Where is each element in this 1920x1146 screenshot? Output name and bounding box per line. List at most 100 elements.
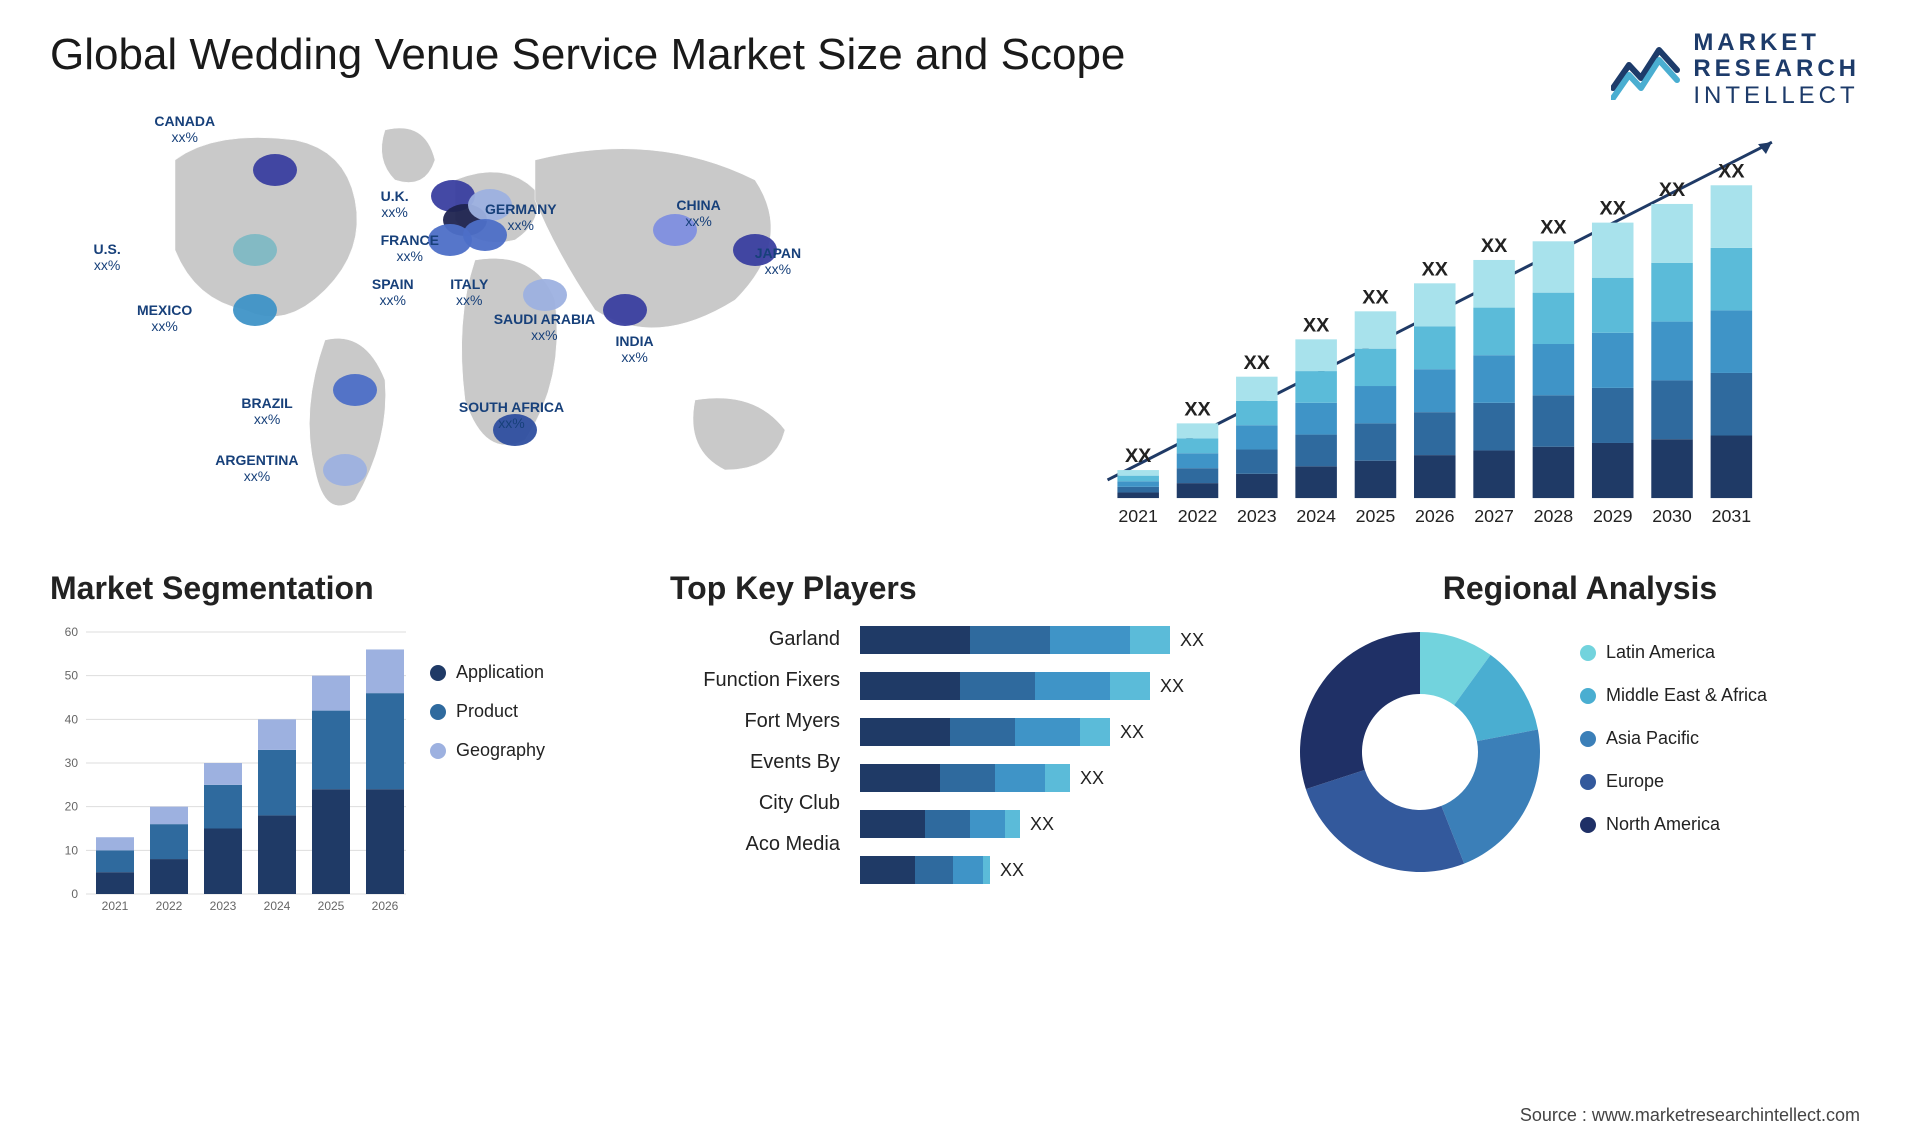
- map-country-saudi-arabia: [523, 279, 567, 311]
- seg-year: 2023: [210, 899, 237, 913]
- main-bar-seg: [1473, 260, 1515, 308]
- main-bar-seg: [1414, 412, 1456, 455]
- main-bar-seg: [1295, 339, 1337, 371]
- main-bar-seg: [1473, 403, 1515, 451]
- main-bar-seg: [1355, 386, 1397, 423]
- seg-year: 2022: [156, 899, 183, 913]
- seg-year: 2024: [264, 899, 291, 913]
- map-label-brazil: BRAZILxx%: [241, 395, 292, 427]
- regional-legend: Latin AmericaMiddle East & AfricaAsia Pa…: [1580, 622, 1767, 835]
- kp-xx: XX: [1080, 768, 1104, 789]
- kp-bar: [860, 810, 1020, 838]
- seg-bar-seg: [96, 837, 134, 850]
- keyplayers-panel: Top Key Players GarlandFunction FixersFo…: [670, 570, 1250, 950]
- logo-line1: MARKET: [1693, 30, 1860, 56]
- main-bar-seg: [1651, 380, 1693, 439]
- main-bar-year: 2031: [1712, 506, 1752, 526]
- seg-legend-item: Product: [430, 701, 545, 722]
- kp-seg: [983, 856, 990, 884]
- main-bar-seg: [1117, 487, 1159, 493]
- main-bar-year: 2023: [1237, 506, 1277, 526]
- kp-seg: [925, 810, 970, 838]
- main-bar-seg: [1236, 474, 1278, 498]
- map-label-saudi-arabia: SAUDI ARABIAxx%: [494, 311, 595, 343]
- main-bar-seg: [1711, 248, 1753, 311]
- seg-year: 2026: [372, 899, 399, 913]
- main-bar-seg: [1533, 395, 1575, 446]
- seg-bar-seg: [312, 676, 350, 711]
- main-bar-seg: [1651, 439, 1693, 498]
- main-bar-year: 2029: [1593, 506, 1633, 526]
- main-bar-seg: [1711, 373, 1753, 436]
- kp-bar: [860, 626, 1170, 654]
- main-bar-seg: [1414, 283, 1456, 326]
- region-legend-item: Middle East & Africa: [1580, 685, 1767, 706]
- brand-logo: MARKET RESEARCH INTELLECT: [1611, 30, 1860, 109]
- seg-year: 2021: [102, 899, 129, 913]
- kp-seg: [1080, 718, 1110, 746]
- kp-seg: [1005, 810, 1020, 838]
- main-bar-seg: [1651, 263, 1693, 322]
- seg-bar-seg: [150, 824, 188, 859]
- main-bar-xx: XX: [1184, 398, 1211, 420]
- map-label-china: CHINAxx%: [676, 197, 720, 229]
- main-bar-xx: XX: [1659, 179, 1686, 201]
- main-bar-seg: [1711, 185, 1753, 248]
- seg-bar-seg: [96, 850, 134, 872]
- main-bar-seg: [1355, 423, 1397, 460]
- kp-seg: [1130, 626, 1170, 654]
- main-bar-year: 2021: [1118, 506, 1158, 526]
- main-bar-xx: XX: [1600, 198, 1627, 220]
- main-bar-xx: XX: [1125, 445, 1152, 467]
- seg-bar-seg: [312, 711, 350, 790]
- main-bar-year: 2022: [1178, 506, 1218, 526]
- region-legend-label: Europe: [1606, 771, 1664, 792]
- seg-legend-label: Application: [456, 662, 544, 683]
- region-legend-item: Latin America: [1580, 642, 1767, 663]
- seg-bar-seg: [204, 763, 242, 785]
- map-label-u.k.: U.K.xx%: [381, 188, 409, 220]
- kp-seg: [1050, 626, 1130, 654]
- main-bar-seg: [1592, 223, 1634, 278]
- kp-seg: [960, 672, 1035, 700]
- kp-xx: XX: [1180, 630, 1204, 651]
- seg-bar-seg: [150, 807, 188, 824]
- kp-seg: [950, 718, 1015, 746]
- kp-bar: [860, 672, 1150, 700]
- seg-legend-label: Geography: [456, 740, 545, 761]
- kp-label: Aco Media: [670, 833, 840, 856]
- main-bar-seg: [1592, 333, 1634, 388]
- donut-slice-north-america: [1300, 632, 1420, 789]
- segmentation-chart: 0102030405060202120222023202420252026: [50, 622, 410, 922]
- main-bar-seg: [1355, 349, 1397, 386]
- seg-ytick: 10: [65, 843, 79, 857]
- map-country-u.s.: [233, 234, 277, 266]
- main-bar-seg: [1473, 308, 1515, 356]
- main-bar-xx: XX: [1303, 314, 1330, 336]
- map-country-canada: [253, 154, 297, 186]
- kp-label: City Club: [670, 792, 840, 815]
- seg-bar-seg: [366, 789, 404, 894]
- main-bar-seg: [1592, 443, 1634, 498]
- main-bar-xx: XX: [1481, 235, 1508, 257]
- legend-dot-icon: [1580, 817, 1596, 833]
- kp-label: Garland: [670, 628, 840, 651]
- region-legend-item: North America: [1580, 814, 1767, 835]
- kp-label: Events By: [670, 751, 840, 774]
- world-map: CANADAxx%U.S.xx%MEXICOxx%BRAZILxx%ARGENT…: [50, 100, 920, 540]
- main-bar-seg: [1711, 310, 1753, 373]
- seg-bar-seg: [204, 829, 242, 895]
- seg-year: 2025: [318, 899, 345, 913]
- main-bar-xx: XX: [1362, 286, 1389, 308]
- main-bar-xx: XX: [1540, 216, 1567, 238]
- main-bar-seg: [1295, 466, 1337, 498]
- main-bar-seg: [1414, 455, 1456, 498]
- segmentation-legend: Application Product Geography: [430, 622, 545, 922]
- kp-seg: [860, 856, 915, 884]
- seg-bar-seg: [258, 719, 296, 750]
- kp-label: Fort Myers: [670, 710, 840, 733]
- main-bar-seg: [1651, 322, 1693, 381]
- kp-xx: XX: [1030, 814, 1054, 835]
- logo-icon: [1611, 40, 1681, 100]
- kp-bar: [860, 718, 1110, 746]
